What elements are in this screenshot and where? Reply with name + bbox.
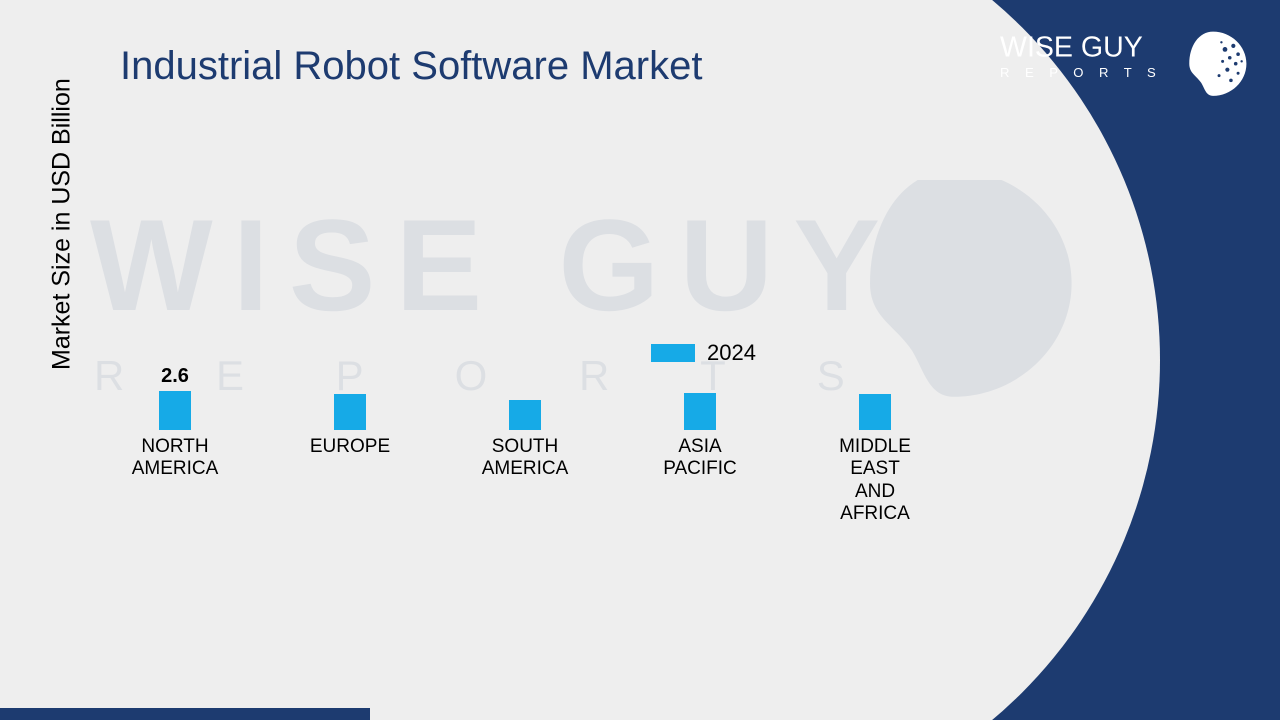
legend-label: 2024 bbox=[707, 340, 756, 366]
brand-logo: WISE GUY R E P O R T S bbox=[1000, 28, 1250, 104]
category-label: NORTH AMERICA bbox=[105, 436, 245, 481]
bar bbox=[334, 394, 366, 430]
footer-accent bbox=[0, 708, 370, 720]
bar-group bbox=[805, 394, 945, 430]
category-label: SOUTH AMERICA bbox=[455, 436, 595, 481]
logo-line2: R E P O R T S bbox=[1000, 65, 1162, 80]
chart-area: 2.6 2024 NORTH AMERICA EUROPE SOUTH AMERIC… bbox=[105, 130, 985, 570]
category-label: ASIA PACIFIC bbox=[630, 436, 770, 481]
chart-card: WISE GUY R E P O R T S WISE GUY R E P O … bbox=[0, 0, 1280, 720]
legend-swatch bbox=[651, 344, 695, 362]
bar-group: 2.6 bbox=[105, 365, 245, 430]
y-axis-label: Market Size in USD Billion bbox=[48, 78, 77, 370]
bar bbox=[859, 394, 891, 430]
bar-value-label: 2.6 bbox=[105, 365, 245, 388]
category-label: MIDDLE EAST AND AFRICA bbox=[805, 436, 945, 526]
bar bbox=[684, 393, 716, 431]
bar-group bbox=[630, 393, 770, 431]
logo-line1: WISE GUY bbox=[1000, 32, 1143, 64]
legend: 2024 bbox=[651, 340, 781, 366]
chart-title: Industrial Robot Software Market bbox=[120, 44, 702, 89]
category-label: EUROPE bbox=[280, 436, 420, 458]
bar bbox=[159, 391, 191, 430]
bar-group bbox=[455, 400, 595, 430]
plot-area: 2.6 bbox=[105, 130, 985, 430]
bar-group bbox=[280, 394, 420, 430]
head-icon bbox=[1189, 32, 1246, 96]
bar bbox=[509, 400, 541, 430]
